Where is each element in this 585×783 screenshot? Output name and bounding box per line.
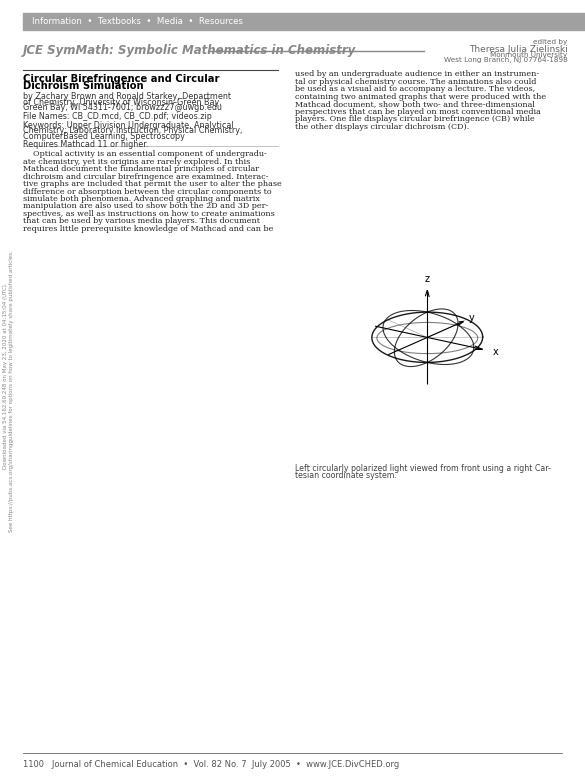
- Text: Chemistry; Laboratory Instruction, Physical Chemistry,: Chemistry; Laboratory Instruction, Physi…: [23, 126, 243, 135]
- Text: Requires Mathcad 11 or higher.: Requires Mathcad 11 or higher.: [23, 140, 149, 149]
- Text: West Long Branch, NJ 07764-1898: West Long Branch, NJ 07764-1898: [443, 57, 567, 63]
- Text: simulate both phenomena. Advanced graphing and matrix: simulate both phenomena. Advanced graphi…: [23, 195, 260, 203]
- Text: JCE SymMath: Symbolic Mathematics in Chemistry: JCE SymMath: Symbolic Mathematics in Che…: [23, 45, 357, 57]
- Text: File Names: CB_CD.mcd, CB_CD.pdf; videos.zip: File Names: CB_CD.mcd, CB_CD.pdf; videos…: [23, 112, 212, 121]
- Text: Downloaded via 54.162.69.248 on May 23, 2020 at 04:15:04 (UTC).: Downloaded via 54.162.69.248 on May 23, …: [4, 283, 8, 469]
- Text: requires little prerequisite knowledge of Mathcad and can be: requires little prerequisite knowledge o…: [23, 225, 274, 233]
- Text: difference or absorption between the circular components to: difference or absorption between the cir…: [23, 187, 272, 196]
- Bar: [23, 13, 585, 30]
- Text: edited by: edited by: [533, 39, 567, 45]
- Text: manipulation are also used to show both the 2D and 3D per-: manipulation are also used to show both …: [23, 202, 269, 211]
- Text: Left circularly polarized light viewed from front using a right Car-: Left circularly polarized light viewed f…: [295, 464, 551, 472]
- Text: be used as a visual aid to accompany a lecture. The videos,: be used as a visual aid to accompany a l…: [295, 85, 535, 93]
- Text: Mathcad document the fundamental principles of circular: Mathcad document the fundamental princip…: [23, 165, 260, 173]
- Text: dichroism and circular birefringence are examined. Interac-: dichroism and circular birefringence are…: [23, 172, 269, 181]
- Text: the other displays circular dichroism (CD).: the other displays circular dichroism (C…: [295, 122, 470, 131]
- Text: of Chemistry, University of Wisconsin–Green Bay,: of Chemistry, University of Wisconsin–Gr…: [23, 98, 222, 106]
- Text: Dichroism Simulation: Dichroism Simulation: [23, 81, 144, 92]
- Text: Mathcad document, show both two- and three-dimensional: Mathcad document, show both two- and thr…: [295, 100, 535, 108]
- Text: Keywords: Upper Division Undergraduate, Analytical: Keywords: Upper Division Undergraduate, …: [23, 121, 234, 129]
- Text: ComputerBased Learning, Spectroscopy: ComputerBased Learning, Spectroscopy: [23, 132, 185, 140]
- Text: used by an undergraduate audience in either an instrumen-: used by an undergraduate audience in eit…: [295, 70, 539, 78]
- Text: Theresa Julia Zielinski: Theresa Julia Zielinski: [469, 45, 567, 53]
- Text: containing two animated graphs that were produced with the: containing two animated graphs that were…: [295, 92, 546, 101]
- Text: Information  •  Textbooks  •  Media  •  Resources: Information • Textbooks • Media • Resour…: [32, 17, 243, 26]
- Text: Monmouth University: Monmouth University: [490, 52, 567, 59]
- Text: perspectives that can be played on most conventional media: perspectives that can be played on most …: [295, 107, 541, 116]
- Text: 1100   Journal of Chemical Education  •  Vol. 82 No. 7  July 2005  •  www.JCE.Di: 1100 Journal of Chemical Education • Vol…: [23, 760, 400, 768]
- Text: tal or physical chemistry course. The animations also could: tal or physical chemistry course. The an…: [295, 78, 537, 86]
- Text: ate chemistry, yet its origins are rarely explored. In this: ate chemistry, yet its origins are rarel…: [23, 157, 250, 166]
- Text: Optical activity is an essential component of undergradu-: Optical activity is an essential compone…: [23, 150, 267, 158]
- Text: Circular Birefringence and Circular: Circular Birefringence and Circular: [23, 74, 220, 84]
- Text: tesian coordinate system.: tesian coordinate system.: [295, 471, 397, 480]
- Text: by Zachary Brown and Ronald Starkey, Department: by Zachary Brown and Ronald Starkey, Dep…: [23, 92, 232, 101]
- Text: spectives, as well as instructions on how to create animations: spectives, as well as instructions on ho…: [23, 210, 275, 218]
- Text: tive graphs are included that permit the user to alter the phase: tive graphs are included that permit the…: [23, 180, 282, 188]
- Text: See https://pubs.acs.org/sharingguidelines for options on how to legitimately sh: See https://pubs.acs.org/sharingguidelin…: [9, 251, 14, 532]
- Text: players. One file displays circular birefringence (CB) while: players. One file displays circular bire…: [295, 115, 535, 123]
- Text: Green Bay, WI 54311-7001; browzz27@uwgb.edu: Green Bay, WI 54311-7001; browzz27@uwgb.…: [23, 103, 222, 112]
- Text: that can be used by various media players. This document: that can be used by various media player…: [23, 217, 260, 226]
